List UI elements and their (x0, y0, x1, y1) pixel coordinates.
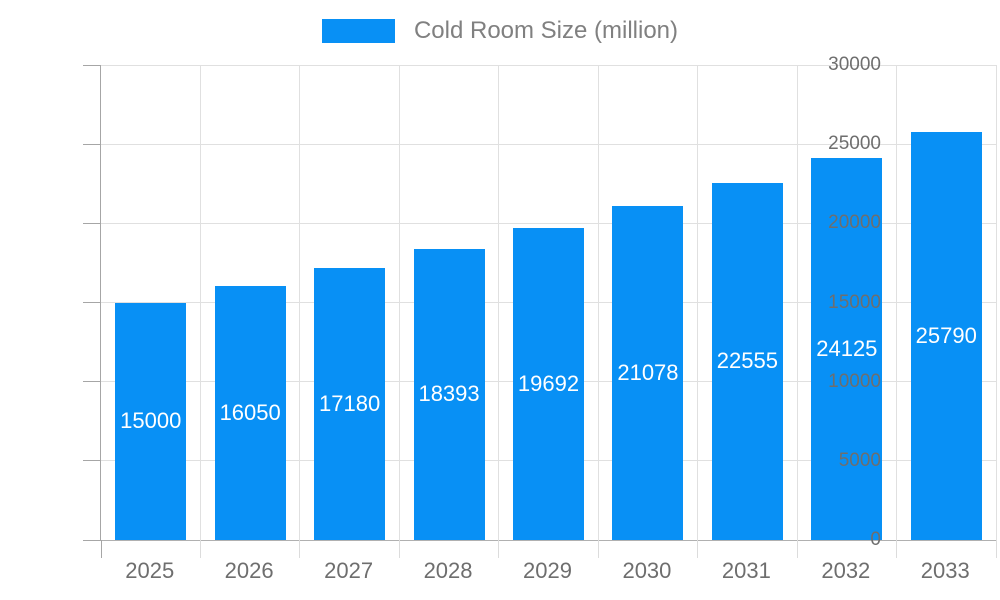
v-gridline (398, 65, 400, 540)
bar-2026[interactable]: 16050 (214, 285, 286, 540)
bar-value-label: 17180 (319, 390, 381, 416)
v-gridline (299, 65, 301, 540)
bar-2033[interactable]: 25790 (910, 131, 982, 540)
v-gridline (796, 65, 798, 540)
x-axis-label: 2026 (224, 558, 274, 583)
v-gridline (199, 65, 201, 540)
legend-swatch-icon (321, 19, 395, 43)
y-axis-tick (83, 143, 101, 145)
bar-2025[interactable]: 15000 (115, 302, 187, 540)
x-axis-tick (995, 540, 997, 558)
x-axis-label: 2029 (523, 558, 572, 583)
bar-value-label: 16050 (219, 399, 281, 425)
x-axis-tick (697, 540, 699, 558)
bar-value-label: 24125 (816, 336, 878, 362)
bar-value-label: 15000 (120, 408, 182, 434)
y-axis-label: 25000 (828, 133, 881, 155)
x-axis-label: 2030 (622, 558, 672, 583)
h-gridline (101, 222, 996, 224)
v-gridline (995, 65, 997, 540)
x-axis-tick (498, 540, 500, 558)
bar-value-label: 19692 (517, 371, 580, 397)
h-gridline (101, 64, 996, 66)
plot-area: 15000 16050 17180 18393 19692 21078 22555 24125… (83, 64, 997, 558)
x-axis-label: 2033 (920, 558, 970, 583)
y-axis-label: 10000 (828, 370, 881, 392)
h-gridline (101, 143, 996, 145)
legend-label: Cold Room Size (million) (413, 17, 679, 44)
y-axis-tick (83, 222, 101, 224)
x-axis-label: 2028 (423, 558, 473, 583)
legend-item[interactable]: Cold Room Size (million) (321, 16, 679, 46)
y-axis-label: 20000 (828, 212, 881, 234)
x-axis-label: 2027 (324, 558, 374, 583)
bar-2032[interactable]: 24125 (811, 158, 883, 540)
x-axis-label: 2025 (125, 558, 175, 583)
v-gridline (896, 65, 898, 540)
v-gridline (597, 65, 599, 540)
bar-value-label: 25790 (915, 322, 977, 348)
y-axis-tick (83, 460, 101, 462)
x-axis-tick (597, 540, 599, 558)
v-gridline (498, 65, 500, 540)
y-axis-tick (83, 64, 101, 66)
legend: Cold Room Size (million) (0, 16, 1000, 46)
x-axis-tick (398, 540, 400, 558)
bar-2031[interactable]: 22555 (711, 182, 783, 540)
v-gridline (697, 65, 699, 540)
bar-value-label: 22555 (716, 348, 778, 374)
x-axis-tick (100, 540, 102, 558)
bar-value-label: 21078 (617, 360, 679, 386)
x-axis-tick (796, 540, 798, 558)
bar-2029[interactable]: 19692 (513, 228, 584, 540)
bar-2027[interactable]: 17180 (314, 267, 386, 540)
x-axis-label: 2031 (721, 558, 771, 583)
y-axis-tick (83, 539, 101, 541)
y-axis-label: 5000 (838, 449, 881, 471)
bar-2028[interactable]: 18393 (413, 248, 485, 540)
y-axis-label: 0 (870, 529, 881, 550)
y-axis-label: 15000 (828, 291, 881, 313)
x-axis-tick (199, 540, 201, 558)
bar-2030[interactable]: 21078 (612, 206, 684, 540)
x-axis-tick (299, 540, 301, 558)
y-axis-label: 30000 (828, 54, 881, 75)
y-axis-tick (83, 381, 101, 383)
y-axis-tick (83, 302, 101, 303)
x-axis-tick (896, 540, 898, 558)
bar-value-label: 18393 (418, 381, 480, 407)
x-axis-label: 2032 (821, 558, 871, 583)
